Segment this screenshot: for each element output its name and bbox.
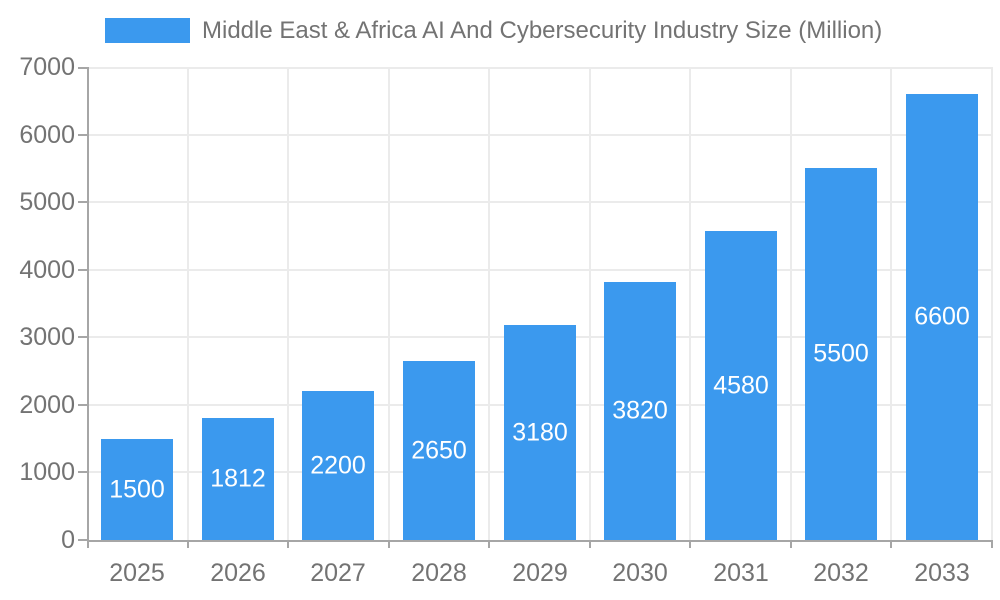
y-axis-tick xyxy=(78,67,87,69)
v-gridline xyxy=(890,67,892,540)
bar-value-label: 2650 xyxy=(411,436,467,464)
y-axis-tick-label: 5000 xyxy=(19,188,75,216)
v-gridline xyxy=(790,67,792,540)
x-axis-tick-label: 2029 xyxy=(512,559,568,587)
x-axis-tick-label: 2033 xyxy=(914,559,970,587)
x-axis-line xyxy=(87,540,992,542)
y-axis-tick-label: 0 xyxy=(61,526,75,554)
bar-2030[interactable]: 3820 xyxy=(604,282,676,540)
y-axis-tick-label: 4000 xyxy=(19,256,75,284)
bar-2028[interactable]: 2650 xyxy=(403,361,475,540)
x-axis-tick-label: 2027 xyxy=(310,559,366,587)
y-axis-tick-label: 6000 xyxy=(19,121,75,149)
bar-value-label: 3180 xyxy=(512,418,568,446)
bar-value-label: 3820 xyxy=(612,396,668,425)
y-axis-tick xyxy=(78,471,87,473)
h-gridline xyxy=(87,67,992,69)
x-axis-tick-label: 2030 xyxy=(612,559,668,587)
y-axis-tick-label: 1000 xyxy=(19,458,75,486)
x-axis-tick xyxy=(790,540,792,548)
x-axis-tick xyxy=(187,540,189,548)
x-axis-tick xyxy=(991,540,993,548)
bar-value-label: 5500 xyxy=(813,339,869,368)
bar-value-label: 4580 xyxy=(713,371,769,399)
x-axis-labels: 2025 2026 2027 2028 2029 2030 2031 2032 2033 xyxy=(87,556,992,592)
bar-2027[interactable]: 2200 xyxy=(302,391,374,540)
bar-2033[interactable]: 6600 xyxy=(906,94,978,540)
x-axis-tick xyxy=(287,540,289,548)
bar-2026[interactable]: 1812 xyxy=(202,418,274,540)
v-gridline xyxy=(488,67,490,540)
x-axis-tick-label: 2028 xyxy=(411,559,467,587)
v-gridline xyxy=(689,67,691,540)
v-gridline xyxy=(287,67,289,540)
bar-2032[interactable]: 5500 xyxy=(805,168,877,540)
x-axis-tick xyxy=(488,540,490,548)
bar-2029[interactable]: 3180 xyxy=(504,325,576,540)
v-gridline xyxy=(589,67,591,540)
y-axis-tick-label: 7000 xyxy=(19,53,75,81)
y-axis-line xyxy=(87,67,89,540)
bar-value-label: 1812 xyxy=(210,464,266,493)
bar-value-label: 1500 xyxy=(109,475,165,503)
y-axis-tick xyxy=(78,269,87,271)
y-axis-tick-label: 2000 xyxy=(19,391,75,419)
x-axis-tick xyxy=(87,540,89,548)
x-axis-tick xyxy=(589,540,591,548)
x-axis-tick xyxy=(388,540,390,548)
h-gridline xyxy=(87,201,992,203)
v-gridline xyxy=(187,67,189,540)
y-axis-tick xyxy=(78,539,87,541)
bar-2031[interactable]: 4580 xyxy=(705,231,777,540)
legend-color-swatch xyxy=(105,18,190,43)
y-axis-tick xyxy=(78,336,87,338)
y-axis-tick xyxy=(78,201,87,203)
x-axis-tick xyxy=(689,540,691,548)
bar-2025[interactable]: 1500 xyxy=(101,439,173,540)
x-axis-tick-label: 2032 xyxy=(813,559,869,587)
x-axis-tick-label: 2026 xyxy=(210,559,266,587)
legend[interactable]: Middle East & Africa AI And Cybersecurit… xyxy=(105,18,882,43)
x-axis-tick-label: 2031 xyxy=(713,559,769,587)
y-axis-labels: 0 1000 2000 3000 4000 5000 6000 7000 xyxy=(0,0,75,600)
x-axis-tick-label: 2025 xyxy=(109,559,165,587)
bar-value-label: 6600 xyxy=(914,302,970,331)
chart-title: Middle East & Africa AI And Cybersecurit… xyxy=(202,17,883,44)
plot-area: 1500 1812 2200 2650 3180 3820 4580 5500 6600 xyxy=(78,67,993,548)
bar-value-label: 2200 xyxy=(310,451,366,479)
v-gridline xyxy=(991,67,993,540)
v-gridline xyxy=(388,67,390,540)
y-axis-tick-label: 3000 xyxy=(19,323,75,351)
y-axis-tick xyxy=(78,404,87,406)
y-axis-tick xyxy=(78,134,87,136)
x-axis-tick xyxy=(890,540,892,548)
h-gridline xyxy=(87,269,992,271)
h-gridline xyxy=(87,134,992,136)
